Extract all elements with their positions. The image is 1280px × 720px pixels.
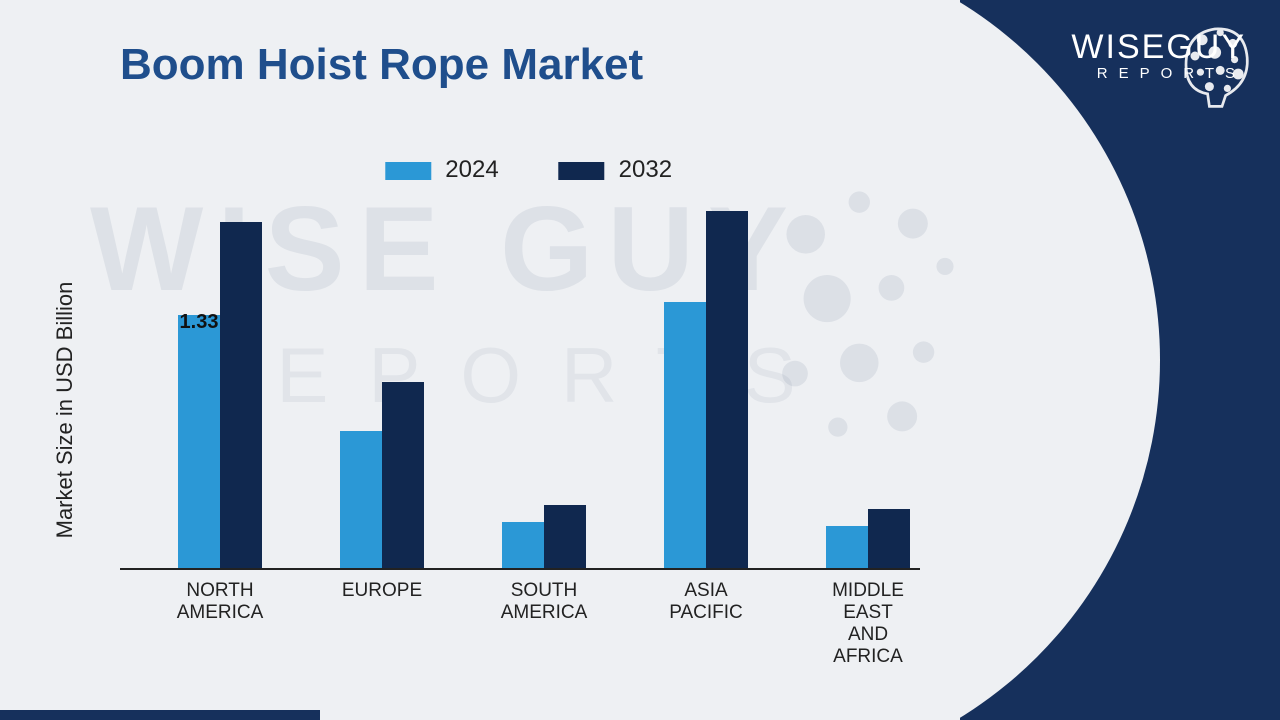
- bar-group: [502, 505, 586, 568]
- stage: WISE GUY REPORTS Boom Hoist Rope Market …: [0, 0, 1280, 720]
- x-tick-label: MIDDLEEASTANDAFRICA: [798, 580, 938, 667]
- brand-word-1: WISE: [1071, 28, 1166, 66]
- bar-2032: [706, 211, 748, 568]
- legend-swatch-2032: [559, 162, 605, 180]
- bar-2024: [340, 431, 382, 568]
- bar-2032: [544, 505, 586, 568]
- legend-item-2032: 2032: [559, 156, 672, 184]
- x-tick-label: NORTHAMERICA: [150, 580, 290, 624]
- bar-group: [178, 222, 262, 568]
- x-tick-label: EUROPE: [312, 580, 452, 602]
- legend-label-2032: 2032: [619, 156, 672, 183]
- x-axis-labels: NORTHAMERICA EUROPE SOUTHAMERICA ASIAPACIFI…: [120, 574, 920, 684]
- brand-word-3: REPORTS: [1071, 65, 1246, 82]
- x-tick-label: SOUTHAMERICA: [474, 580, 614, 624]
- bar-group: [826, 509, 910, 568]
- bar-2032: [220, 222, 262, 568]
- legend-item-2024: 2024: [385, 156, 498, 184]
- chart-title: Boom Hoist Rope Market: [120, 40, 643, 90]
- x-tick-label: ASIAPACIFIC: [636, 580, 776, 624]
- bar-2024: [178, 315, 220, 568]
- bottom-accent-strip: [0, 710, 320, 720]
- bar-2024: [664, 302, 706, 568]
- bar-2032: [382, 382, 424, 568]
- legend: 2024 2032: [385, 156, 672, 184]
- plot-area: 1.33: [120, 190, 920, 570]
- bar-2024: [502, 522, 544, 568]
- bar-value-label: 1.33: [180, 311, 219, 313]
- bar-group: [664, 211, 748, 568]
- bar-2032: [868, 509, 910, 568]
- brand-word-2: GUY: [1166, 28, 1246, 66]
- y-axis-label: Market Size in USD Billion: [52, 282, 78, 539]
- legend-label-2024: 2024: [445, 156, 498, 183]
- brand-logo-text: WISEGUY REPORTS: [1071, 28, 1246, 82]
- bar-2024: [826, 526, 868, 568]
- bar-group: [340, 382, 424, 568]
- legend-swatch-2024: [385, 162, 431, 180]
- bar-chart: Market Size in USD Billion 2024 2032 1.3…: [60, 150, 940, 690]
